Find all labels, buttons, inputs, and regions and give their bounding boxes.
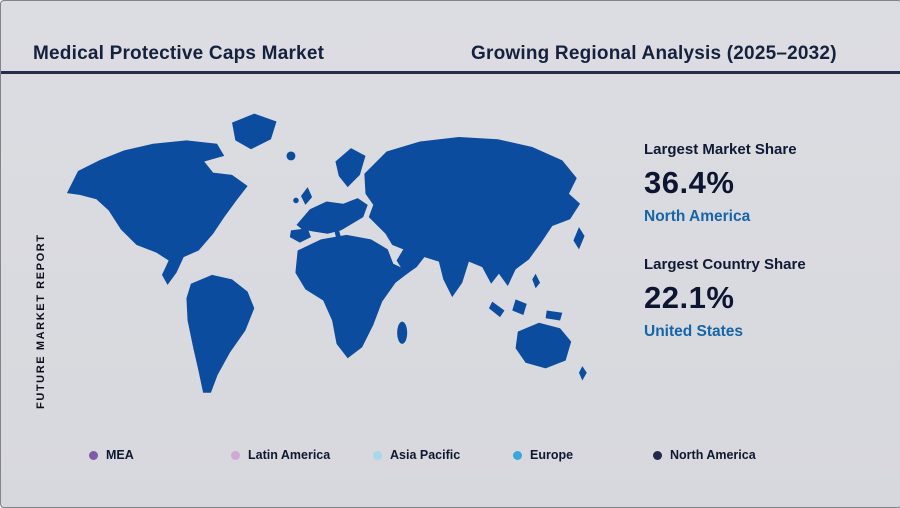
- legend-dot: [89, 450, 98, 460]
- world-map: [53, 85, 609, 407]
- island-madagascar: [397, 321, 408, 344]
- island-japan: [573, 227, 585, 250]
- legend-dot: [653, 450, 662, 460]
- island-borneo: [512, 299, 527, 315]
- page-title: Medical Protective Caps Market: [33, 43, 325, 64]
- legend-item-mea: MEA: [89, 448, 134, 462]
- region-italy: [334, 229, 343, 245]
- legend-dot: [373, 450, 382, 460]
- legend-item-asia-pacific: Asia Pacific: [373, 448, 460, 462]
- stats-panel: Largest Market Share 36.4% North America…: [644, 141, 874, 371]
- island-iceland: [286, 151, 296, 161]
- continent-asia: [364, 137, 581, 298]
- island-new-zealand: [578, 366, 587, 381]
- continent-north-america: [66, 140, 248, 285]
- region-iberia: [289, 228, 311, 243]
- legend-label: MEA: [106, 448, 134, 462]
- continent-australia: [515, 322, 572, 369]
- island-sumatra: [488, 301, 505, 318]
- continent-europe: [296, 198, 368, 234]
- legend-label: Europe: [530, 448, 574, 462]
- legend-dot: [513, 450, 522, 460]
- stat-region: North America: [644, 208, 751, 225]
- stat-country: United States: [644, 323, 744, 340]
- continent-africa: [295, 234, 410, 359]
- legend-item-europe: Europe: [513, 448, 573, 462]
- continent-south-america: [186, 274, 255, 393]
- brand-watermark: FUTURE MARKET REPORT: [35, 233, 47, 409]
- stat-country-share: Largest Country Share 22.1% United State…: [644, 256, 874, 341]
- legend-item-north-america: North America: [653, 448, 756, 462]
- stat-label: Largest Country Share: [644, 256, 806, 273]
- legend-label: North America: [670, 448, 756, 462]
- island-philippines: [532, 273, 541, 289]
- region-scandinavia: [335, 148, 366, 188]
- map-legend: MEA Latin America Asia Pacific Europe No…: [1, 448, 900, 468]
- world-map-svg: [66, 113, 587, 393]
- stat-market-share: Largest Market Share 36.4% North America: [644, 141, 874, 226]
- legend-dot: [231, 450, 240, 460]
- legend-label: Asia Pacific: [390, 448, 461, 462]
- island-new-guinea: [545, 310, 563, 321]
- page-subtitle: Growing Regional Analysis (2025–2032): [471, 43, 837, 64]
- header-divider: [1, 71, 900, 74]
- stat-value: 22.1%: [644, 280, 735, 315]
- stat-value: 36.4%: [644, 165, 735, 200]
- legend-label: Latin America: [248, 448, 331, 462]
- island-ireland: [293, 197, 299, 204]
- legend-item-latin-america: Latin America: [231, 448, 330, 462]
- island-greenland: [232, 113, 277, 150]
- map-landmass: [66, 113, 587, 393]
- stat-label: Largest Market Share: [644, 141, 797, 158]
- island-great-britain: [300, 187, 313, 205]
